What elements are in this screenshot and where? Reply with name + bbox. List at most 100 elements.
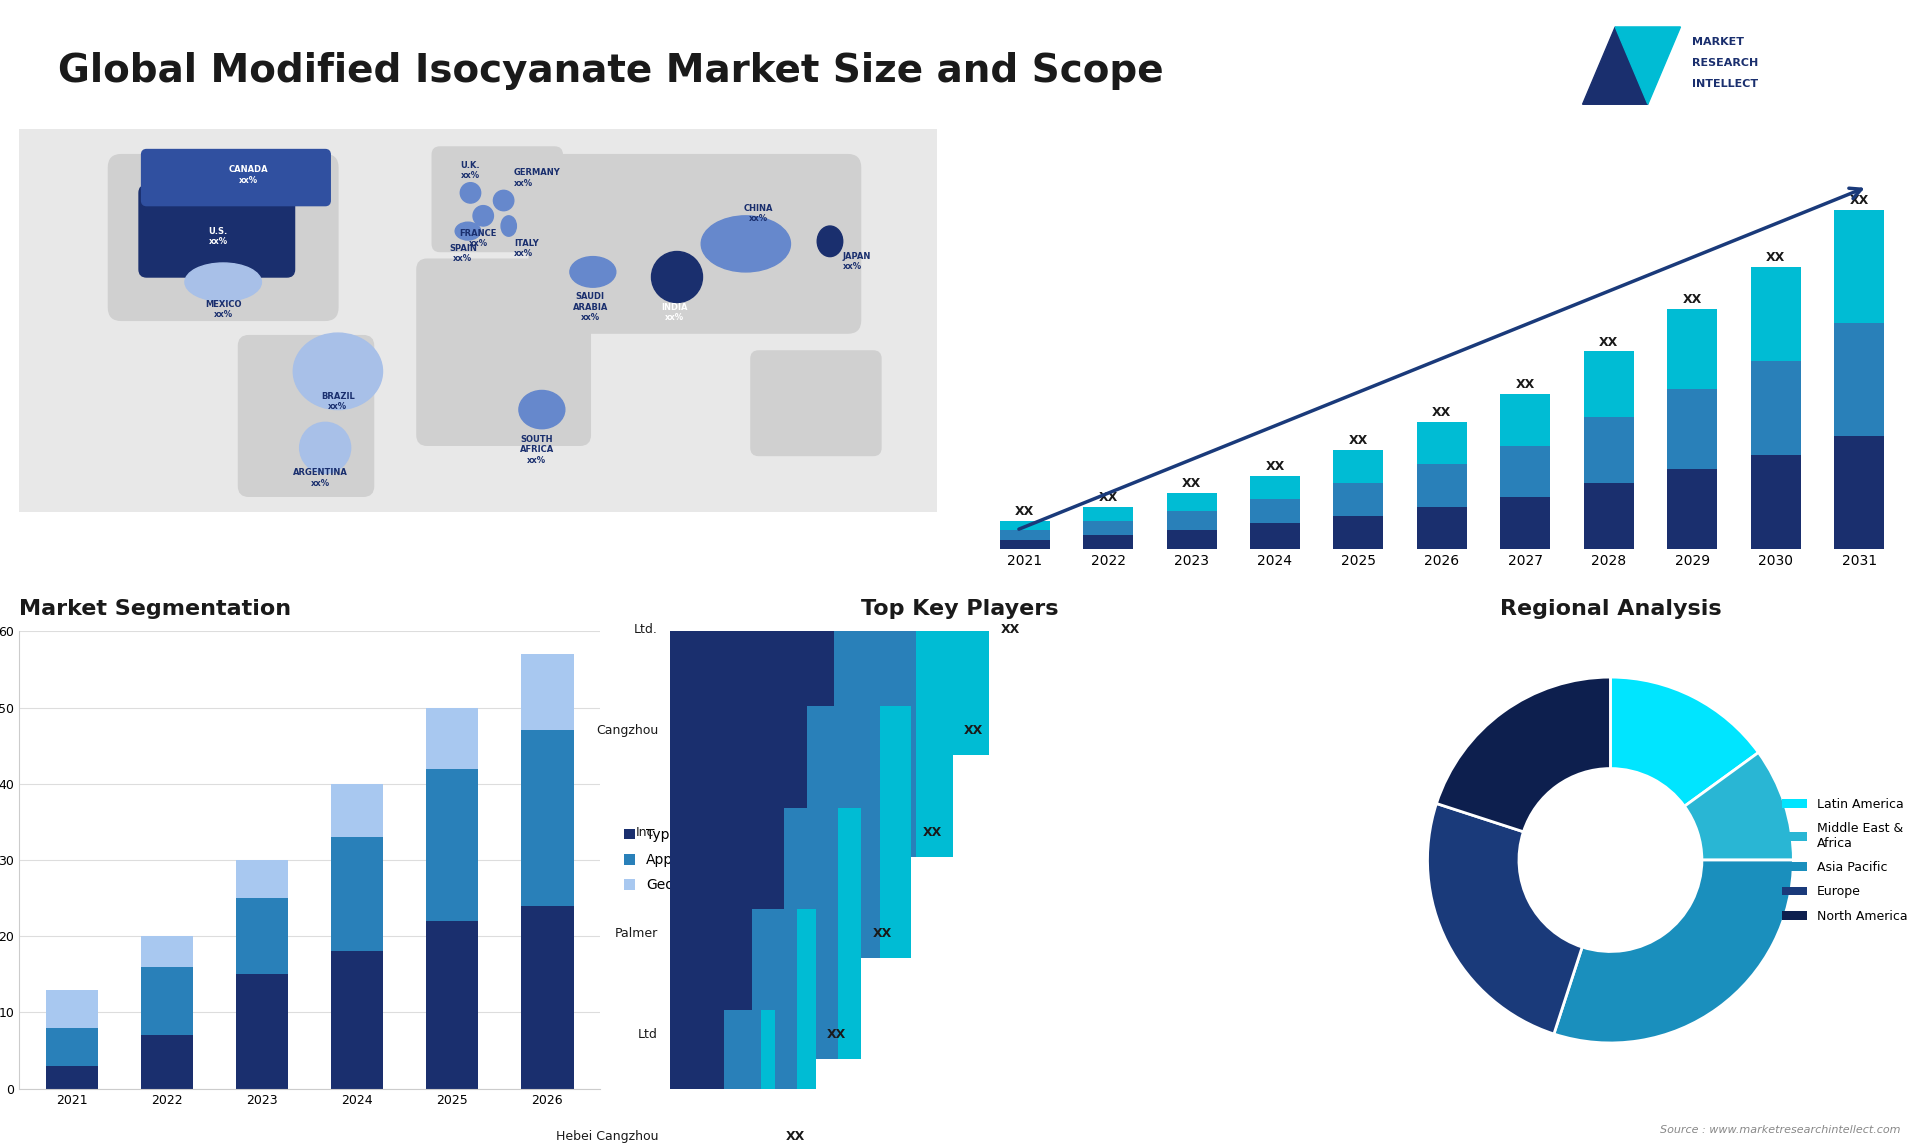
Text: XX: XX: [1183, 477, 1202, 489]
Ellipse shape: [300, 423, 351, 473]
Ellipse shape: [570, 257, 616, 288]
FancyBboxPatch shape: [108, 155, 338, 321]
Bar: [236, 860, 288, 898]
Text: U.S.
xx%: U.S. xx%: [209, 227, 228, 246]
Bar: [670, 808, 783, 1059]
Polygon shape: [1615, 26, 1680, 104]
Text: SAUDI
ARABIA
xx%: SAUDI ARABIA xx%: [572, 292, 609, 322]
Text: INDIA
xx%: INDIA xx%: [660, 303, 687, 322]
Bar: [1584, 352, 1634, 417]
Bar: [1167, 511, 1217, 531]
Bar: [806, 706, 879, 958]
Title: Regional Analysis: Regional Analysis: [1500, 598, 1720, 619]
FancyBboxPatch shape: [417, 259, 589, 446]
Text: Inc.: Inc.: [636, 826, 659, 839]
Bar: [330, 951, 384, 1089]
Wedge shape: [1553, 860, 1793, 1043]
Text: Palmer: Palmer: [614, 927, 659, 940]
Text: XX: XX: [785, 1130, 806, 1143]
Bar: [1250, 476, 1300, 500]
Bar: [1000, 531, 1050, 540]
Legend: Type, Application, Geography: Type, Application, Geography: [618, 823, 730, 897]
Bar: [916, 605, 952, 857]
Text: RESEARCH: RESEARCH: [1692, 57, 1759, 68]
Bar: [1167, 531, 1217, 549]
Bar: [943, 504, 989, 755]
Text: XX: XX: [828, 1028, 847, 1042]
Ellipse shape: [818, 226, 843, 257]
Bar: [236, 898, 288, 974]
Bar: [1500, 446, 1549, 497]
Bar: [852, 504, 943, 755]
Bar: [1332, 450, 1384, 484]
FancyBboxPatch shape: [751, 351, 881, 455]
Text: XX: XX: [1682, 293, 1701, 306]
Text: CHINA
xx%: CHINA xx%: [743, 204, 774, 223]
Wedge shape: [1427, 803, 1582, 1034]
Bar: [670, 504, 852, 755]
Ellipse shape: [294, 333, 382, 409]
Wedge shape: [1684, 753, 1793, 860]
Text: GERMANY
xx%: GERMANY xx%: [515, 168, 561, 188]
Bar: [879, 706, 912, 958]
Bar: [1083, 520, 1133, 535]
Bar: [1584, 484, 1634, 549]
Text: XX: XX: [1432, 406, 1452, 419]
Bar: [1667, 309, 1716, 388]
Bar: [140, 967, 194, 1035]
Ellipse shape: [651, 251, 703, 303]
Text: XX: XX: [964, 724, 983, 738]
Text: Ltd: Ltd: [637, 1028, 659, 1042]
Text: XX: XX: [1000, 623, 1020, 636]
Bar: [1500, 394, 1549, 446]
Bar: [760, 1011, 774, 1146]
Text: FRANCE
xx%: FRANCE xx%: [459, 228, 497, 248]
FancyBboxPatch shape: [530, 155, 860, 333]
Bar: [520, 730, 574, 905]
Bar: [330, 784, 384, 838]
Text: ARGENTINA
xx%: ARGENTINA xx%: [292, 469, 348, 488]
Text: JAPAN
xx%: JAPAN xx%: [843, 251, 872, 270]
Bar: [1083, 507, 1133, 520]
Bar: [1250, 523, 1300, 549]
Text: XX: XX: [874, 927, 893, 940]
Text: INTELLECT: INTELLECT: [1692, 78, 1759, 88]
Text: XX: XX: [924, 826, 943, 839]
Bar: [1083, 535, 1133, 549]
Text: SOUTH
AFRICA
xx%: SOUTH AFRICA xx%: [520, 435, 553, 465]
Bar: [1167, 493, 1217, 511]
Bar: [833, 605, 916, 857]
Bar: [1417, 464, 1467, 507]
Bar: [426, 921, 478, 1089]
Bar: [1667, 388, 1716, 469]
Text: XX: XX: [1849, 195, 1868, 207]
Text: U.K.
xx%: U.K. xx%: [461, 160, 480, 180]
Bar: [1250, 500, 1300, 523]
Bar: [46, 1066, 98, 1089]
Text: XX: XX: [1098, 490, 1117, 504]
Bar: [1417, 507, 1467, 549]
Bar: [1751, 455, 1801, 549]
Text: XX: XX: [1599, 336, 1619, 348]
Text: MARKET: MARKET: [1692, 37, 1743, 47]
FancyBboxPatch shape: [138, 186, 294, 277]
Bar: [670, 909, 753, 1146]
Legend: Latin America, Middle East &
Africa, Asia Pacific, Europe, North America: Latin America, Middle East & Africa, Asi…: [1776, 793, 1912, 927]
Text: ITALY
xx%: ITALY xx%: [515, 238, 540, 258]
Bar: [670, 1011, 724, 1146]
Wedge shape: [1436, 677, 1611, 832]
Bar: [1751, 267, 1801, 361]
Bar: [520, 905, 574, 1089]
Ellipse shape: [461, 182, 480, 203]
Bar: [1500, 497, 1549, 549]
Text: Hebei Cangzhou: Hebei Cangzhou: [555, 1130, 659, 1143]
Wedge shape: [1611, 677, 1759, 807]
Text: MEXICO
xx%: MEXICO xx%: [205, 300, 242, 320]
Text: Source : www.marketresearchintellect.com: Source : www.marketresearchintellect.com: [1661, 1124, 1901, 1135]
Bar: [753, 909, 797, 1146]
Bar: [1332, 484, 1384, 516]
Text: BRAZIL
xx%: BRAZIL xx%: [321, 392, 355, 411]
Polygon shape: [1582, 26, 1647, 104]
Bar: [1834, 437, 1884, 549]
Text: XX: XX: [1515, 378, 1534, 391]
